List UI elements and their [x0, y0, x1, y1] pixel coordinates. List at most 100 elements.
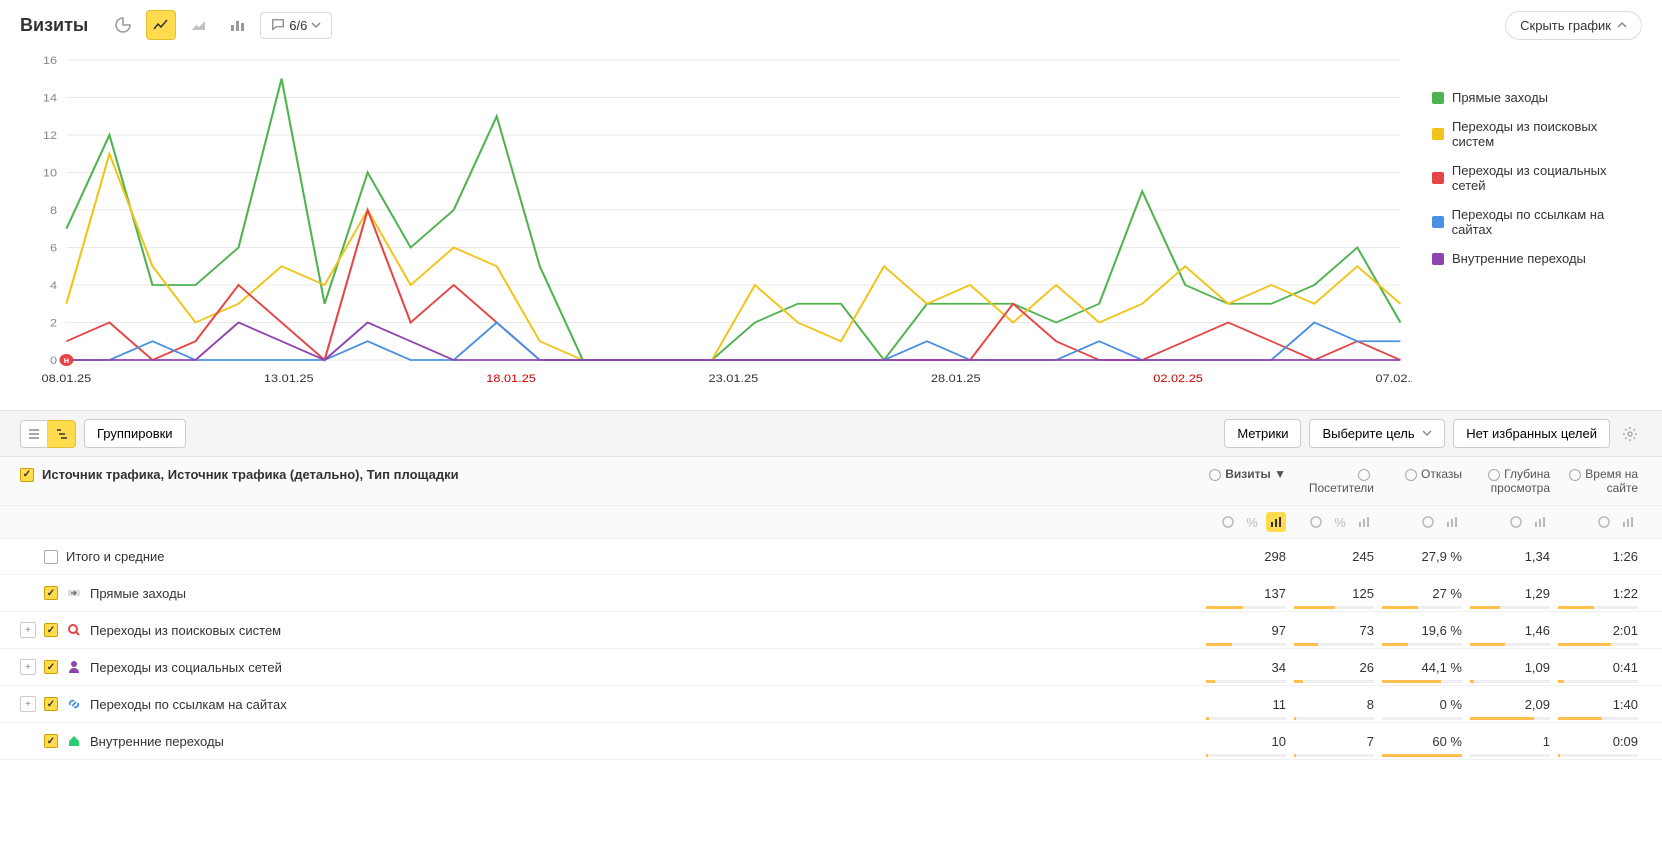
arrow-icon [66, 585, 82, 601]
column-header[interactable]: Глубина просмотра [1466, 467, 1554, 495]
pie-mini-icon[interactable] [1594, 512, 1614, 532]
chevron-up-icon [1617, 20, 1627, 30]
cell: 60 % [1378, 734, 1466, 749]
expand-button[interactable]: + [20, 696, 36, 712]
percent-mini-icon[interactable]: % [1330, 512, 1350, 532]
legend-item[interactable]: Внутренние переходы [1432, 251, 1642, 266]
chevron-down-icon [1422, 428, 1432, 438]
column-header[interactable]: Отказы [1378, 467, 1466, 495]
toolbar: Визиты 6/6 Скрыть график [0, 0, 1662, 50]
cell: 34 [1202, 660, 1290, 675]
svg-text:2: 2 [50, 316, 57, 329]
legend-swatch [1432, 92, 1444, 104]
table-body: Итого и средние 29824527,9 %1,341:26 Пря… [0, 539, 1662, 760]
row-label: Внутренние переходы [90, 734, 224, 749]
bars-mini-icon[interactable] [1354, 512, 1374, 532]
groupings-button[interactable]: Группировки [84, 419, 186, 448]
cell: 1,34 [1466, 549, 1554, 564]
bars-mini-icon[interactable] [1530, 512, 1550, 532]
area-chart-icon[interactable] [184, 10, 214, 40]
gear-icon[interactable] [1618, 422, 1642, 446]
legend-swatch [1432, 172, 1444, 184]
line-chart-icon[interactable] [146, 10, 176, 40]
tree-view-toggle[interactable] [48, 420, 76, 448]
bars-mini-icon[interactable] [1618, 512, 1638, 532]
sub-header: %% [0, 506, 1662, 539]
metrics-button[interactable]: Метрики [1224, 419, 1301, 448]
pie-chart-icon[interactable] [108, 10, 138, 40]
expand-button[interactable]: + [20, 659, 36, 675]
legend-label: Переходы из социальных сетей [1452, 163, 1642, 193]
cell: 2,09 [1466, 697, 1554, 712]
cell: 27 % [1378, 586, 1466, 601]
row-checkbox[interactable] [44, 697, 58, 711]
cell: 7 [1290, 734, 1378, 749]
svg-text:13.01.25: 13.01.25 [264, 372, 314, 385]
table-row: + Переходы по ссылкам на сайтах 1180 %2,… [0, 686, 1662, 723]
percent-mini-icon[interactable]: % [1242, 512, 1262, 532]
list-view-toggle[interactable] [20, 420, 48, 448]
table-row: Внутренние переходы 10760 %10:09 [0, 723, 1662, 760]
row-checkbox[interactable] [44, 550, 58, 564]
table-header: Источник трафика, Источник трафика (дета… [0, 457, 1662, 506]
chevron-down-icon [311, 20, 321, 30]
no-fav-goals-button[interactable]: Нет избранных целей [1453, 419, 1610, 448]
legend-swatch [1432, 128, 1444, 140]
svg-text:02.02.25: 02.02.25 [1153, 372, 1203, 385]
cell: 1,46 [1466, 623, 1554, 638]
svg-text:4: 4 [50, 279, 57, 292]
svg-text:08.01.25: 08.01.25 [42, 372, 92, 385]
bar-chart-icon[interactable] [222, 10, 252, 40]
column-header[interactable]: Визиты ▼ [1202, 467, 1290, 495]
legend-swatch [1432, 216, 1444, 228]
table-row: + Переходы из социальных сетей 342644,1 … [0, 649, 1662, 686]
cell: 1,29 [1466, 586, 1554, 601]
series-count-dropdown[interactable]: 6/6 [260, 12, 332, 39]
svg-text:12: 12 [43, 129, 58, 142]
legend-item[interactable]: Переходы по ссылкам на сайтах [1432, 207, 1642, 237]
svg-text:07.02.25: 07.02.25 [1376, 372, 1412, 385]
legend-swatch [1432, 253, 1444, 265]
row-checkbox[interactable] [44, 660, 58, 674]
bars-mini-icon[interactable] [1442, 512, 1462, 532]
chart-section: 024681012141608.01.2513.01.2518.01.2523.… [0, 50, 1662, 410]
svg-text:16: 16 [43, 54, 58, 67]
expand-button[interactable]: + [20, 622, 36, 638]
cell: 1,09 [1466, 660, 1554, 675]
bars-mini-icon[interactable] [1266, 512, 1286, 532]
cell: 19,6 % [1378, 623, 1466, 638]
row-label: Переходы из социальных сетей [90, 660, 282, 675]
chart-area: 024681012141608.01.2513.01.2518.01.2523.… [20, 50, 1412, 390]
table-row: + Переходы из поисковых систем 977319,6 … [0, 612, 1662, 649]
legend-item[interactable]: Переходы из социальных сетей [1432, 163, 1642, 193]
pie-mini-icon[interactable] [1418, 512, 1438, 532]
table-row: Итого и средние 29824527,9 %1,341:26 [0, 539, 1662, 575]
header-left-label: Источник трафика, Источник трафика (дета… [42, 467, 459, 482]
column-header[interactable]: Посетители [1290, 467, 1378, 495]
row-checkbox[interactable] [44, 734, 58, 748]
cell: 97 [1202, 623, 1290, 638]
cell: 125 [1290, 586, 1378, 601]
svg-text:28.01.25: 28.01.25 [931, 372, 981, 385]
pie-mini-icon[interactable] [1506, 512, 1526, 532]
cell: 11 [1202, 697, 1290, 712]
select-all-checkbox[interactable] [20, 468, 34, 482]
cell: 245 [1290, 549, 1378, 564]
comment-icon [271, 18, 285, 32]
cell: 0 % [1378, 697, 1466, 712]
choose-goal-dropdown[interactable]: Выберите цель [1309, 419, 1445, 448]
row-checkbox[interactable] [44, 623, 58, 637]
pie-mini-icon[interactable] [1218, 512, 1238, 532]
legend-item[interactable]: Прямые заходы [1432, 90, 1642, 105]
column-header[interactable]: Время на сайте [1554, 467, 1642, 495]
legend-label: Переходы из поисковых систем [1452, 119, 1642, 149]
table-row: Прямые заходы 13712527 %1,291:22 [0, 575, 1662, 612]
hide-chart-button[interactable]: Скрыть график [1505, 11, 1642, 40]
legend-item[interactable]: Переходы из поисковых систем [1432, 119, 1642, 149]
legend-label: Переходы по ссылкам на сайтах [1452, 207, 1642, 237]
pie-mini-icon[interactable] [1306, 512, 1326, 532]
cell: 2:01 [1554, 623, 1642, 638]
row-checkbox[interactable] [44, 586, 58, 600]
controls-bar: Группировки Метрики Выберите цель Нет из… [0, 410, 1662, 457]
cell: 73 [1290, 623, 1378, 638]
